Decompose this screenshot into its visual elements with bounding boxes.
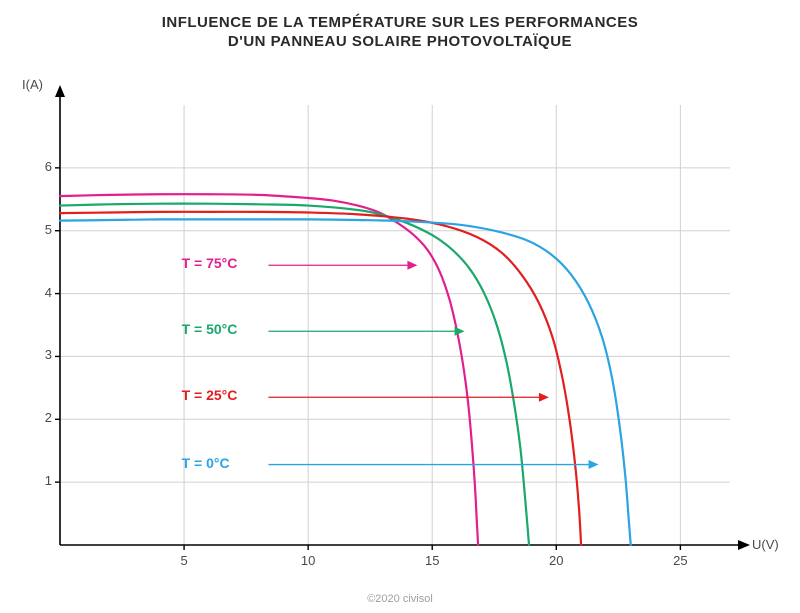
iv-curve-chart [0, 0, 800, 613]
series-label: T = 25°C [182, 387, 238, 403]
series-label: T = 50°C [182, 321, 238, 337]
x-tick: 10 [293, 553, 323, 568]
chart-axes [55, 85, 750, 550]
x-tick: 25 [665, 553, 695, 568]
curve [60, 194, 478, 545]
y-tick: 4 [32, 285, 52, 300]
x-tick: 20 [541, 553, 571, 568]
x-tick: 5 [169, 553, 199, 568]
curve [60, 219, 631, 545]
y-tick: 3 [32, 347, 52, 362]
curve [60, 212, 581, 545]
y-tick: 2 [32, 410, 52, 425]
series-arrows [268, 261, 598, 469]
y-tick: 5 [32, 222, 52, 237]
curve [60, 204, 529, 545]
y-tick: 1 [32, 473, 52, 488]
x-tick: 15 [417, 553, 447, 568]
chart-grid [60, 105, 730, 545]
chart-curves [60, 194, 631, 545]
series-label: T = 0°C [182, 455, 230, 471]
y-tick: 6 [32, 159, 52, 174]
series-label: T = 75°C [182, 255, 238, 271]
